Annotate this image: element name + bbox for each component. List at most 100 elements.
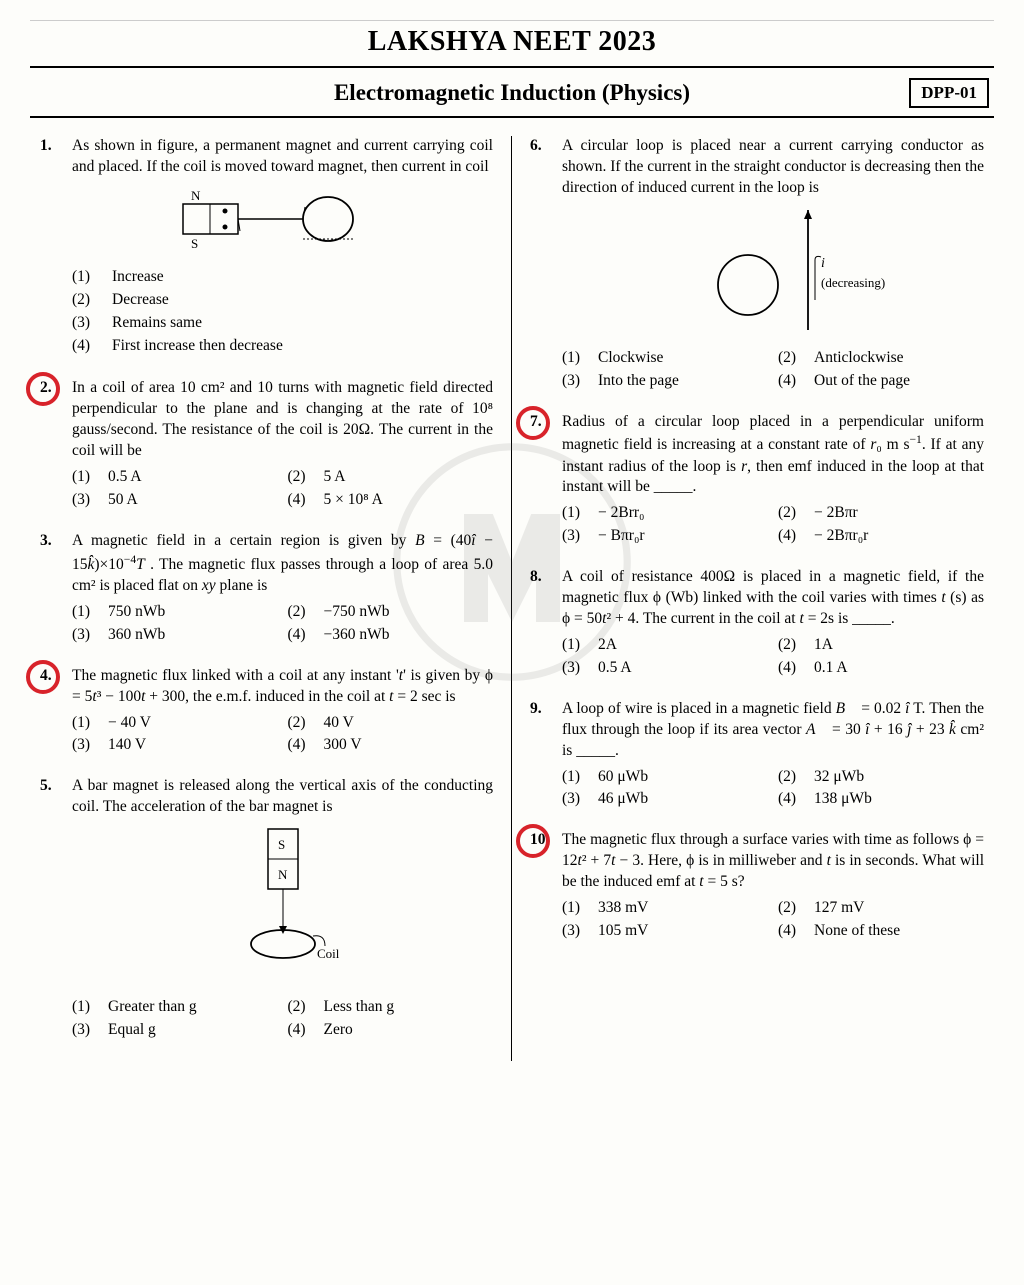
option-text: 0.5 A — [598, 658, 632, 679]
option-number: (1) — [562, 767, 588, 788]
question-body: A coil of resistance 400Ω is placed in a… — [562, 567, 984, 679]
question-text: The magnetic flux through a surface vari… — [562, 830, 984, 893]
option-text: 5 A — [324, 467, 346, 488]
question: 2.In a coil of area 10 cm² and 10 turns … — [40, 378, 493, 511]
option: (3) − Bπr₀r — [562, 526, 768, 547]
option: (4) 138 μWb — [778, 789, 984, 810]
option-text: None of these — [814, 921, 900, 942]
option-text: 360 nWb — [108, 625, 165, 646]
option-text: 750 nWb — [108, 602, 165, 623]
option-number: (1) — [562, 898, 588, 919]
options: (1) − 2Brr₀ (2) − 2Bπr (3) − Bπr₀r (4) −… — [562, 503, 984, 547]
figure-magnet-coil: N S — [72, 184, 493, 261]
option-text: Greater than g — [108, 997, 197, 1018]
figure-loop-wire: i (decreasing) — [562, 205, 984, 342]
option-number: (2) — [288, 713, 314, 734]
option-number: (4) — [778, 526, 804, 547]
question: 3.A magnetic field in a certain region i… — [40, 531, 493, 646]
option-number: (3) — [72, 313, 98, 334]
highlight-circle — [516, 406, 550, 440]
question-body: Radius of a circular loop placed in a pe… — [562, 412, 984, 548]
option-number: (3) — [562, 789, 588, 810]
option: (2) Less than g — [288, 997, 494, 1018]
option: (1) − 40 V — [72, 713, 278, 734]
option-text: Into the page — [598, 371, 679, 392]
option-text: Remains same — [112, 313, 202, 334]
options: (1) Greater than g (2) Less than g (3) E… — [72, 997, 493, 1041]
option: (1) 2A — [562, 635, 768, 656]
option-number: (1) — [562, 635, 588, 656]
option: (2) 5 A — [288, 467, 494, 488]
options: (1) 2A (2) 1A (3) 0.5 A (4) 0.1 A — [562, 635, 984, 679]
question-text: The magnetic flux linked with a coil at … — [72, 666, 493, 708]
option-text: 32 μWb — [814, 767, 864, 788]
option: (4) 300 V — [288, 735, 494, 756]
option-text: −750 nWb — [324, 602, 390, 623]
option: (1) 338 mV — [562, 898, 768, 919]
option: (2) 1A — [778, 635, 984, 656]
sub-header: Electromagnetic Induction (Physics) DPP-… — [30, 70, 994, 118]
option: (3) 46 μWb — [562, 789, 768, 810]
question-number: 9. — [530, 699, 562, 811]
left-column: 1.As shown in figure, a permanent magnet… — [30, 136, 512, 1061]
option-text: 338 mV — [598, 898, 648, 919]
option-number: (4) — [778, 921, 804, 942]
option-number: (2) — [778, 767, 804, 788]
option: (1) 0.5 A — [72, 467, 278, 488]
question: 5.A bar magnet is released along the ver… — [40, 776, 493, 1041]
question-body: A magnetic field in a certain region is … — [72, 531, 493, 646]
option-number: (4) — [288, 490, 314, 511]
option: (4) 0.1 A — [778, 658, 984, 679]
option-text: 140 V — [108, 735, 146, 756]
option-number: (4) — [288, 1020, 314, 1041]
option-number: (4) — [778, 789, 804, 810]
option-text: −360 nWb — [324, 625, 390, 646]
option-number: (3) — [72, 735, 98, 756]
question: 7.Radius of a circular loop placed in a … — [530, 412, 984, 548]
option: (4) Zero — [288, 1020, 494, 1041]
option: (2) Decrease — [72, 290, 493, 311]
svg-text:S: S — [278, 837, 285, 852]
option-number: (1) — [72, 602, 98, 623]
option: (3) 0.5 A — [562, 658, 768, 679]
option-text: 50 A — [108, 490, 138, 511]
option-text: Equal g — [108, 1020, 156, 1041]
option: (4) 5 × 10⁸ A — [288, 490, 494, 511]
option-text: 0.5 A — [108, 467, 142, 488]
option-number: (3) — [562, 371, 588, 392]
question-body: A loop of wire is placed in a magnetic f… — [562, 699, 984, 811]
option-number: (3) — [72, 625, 98, 646]
question-text: As shown in figure, a permanent magnet a… — [72, 136, 493, 178]
question-text: Radius of a circular loop placed in a pe… — [562, 412, 984, 499]
option-text: 2A — [598, 635, 617, 656]
option-number: (1) — [72, 467, 98, 488]
main-title: LAKSHYA NEET 2023 — [30, 20, 994, 68]
dpp-label: DPP-01 — [909, 78, 989, 108]
option-text: Out of the page — [814, 371, 910, 392]
question-number: 6. — [530, 136, 562, 392]
option-text: − 2Bπr₀r — [814, 526, 868, 547]
svg-text:Coil: Coil — [317, 946, 340, 961]
option-number: (2) — [72, 290, 98, 311]
option: (3) Remains same — [72, 313, 493, 334]
option-text: 5 × 10⁸ A — [324, 490, 383, 511]
option-number: (3) — [562, 526, 588, 547]
options: (1) 0.5 A (2) 5 A (3) 50 A (4) 5 × 10⁸ A — [72, 467, 493, 511]
question: 9.A loop of wire is placed in a magnetic… — [530, 699, 984, 811]
option: (1) 750 nWb — [72, 602, 278, 623]
options: (1) Increase (2) Decrease (3) Remains sa… — [72, 267, 493, 357]
question-body: In a coil of area 10 cm² and 10 turns wi… — [72, 378, 493, 511]
option: (1) Clockwise — [562, 348, 768, 369]
question-text: In a coil of area 10 cm² and 10 turns wi… — [72, 378, 493, 462]
question-body: The magnetic flux linked with a coil at … — [72, 666, 493, 757]
option: (3) Equal g — [72, 1020, 278, 1041]
options: (1) Clockwise (2) Anticlockwise (3) Into… — [562, 348, 984, 392]
option-number: (2) — [778, 348, 804, 369]
option-text: 105 mV — [598, 921, 648, 942]
option-number: (1) — [72, 997, 98, 1018]
option-text: 127 mV — [814, 898, 864, 919]
option: (2) −750 nWb — [288, 602, 494, 623]
option: (1) 60 μWb — [562, 767, 768, 788]
question: 4.The magnetic flux linked with a coil a… — [40, 666, 493, 757]
svg-text:N: N — [191, 188, 201, 203]
